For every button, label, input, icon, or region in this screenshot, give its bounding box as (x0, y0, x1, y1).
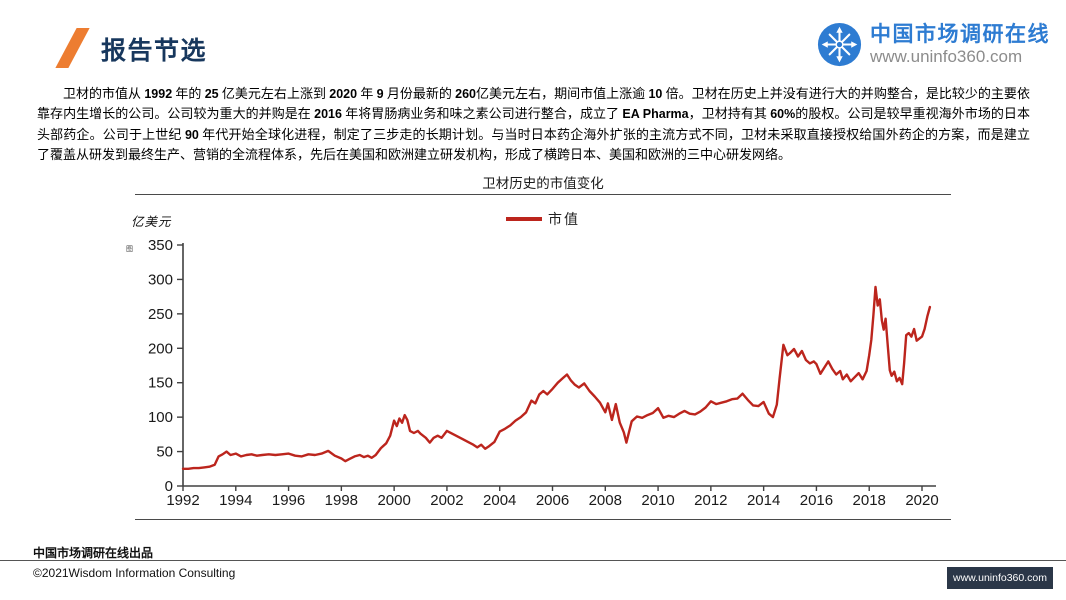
chart-top-rule (135, 194, 951, 195)
chart-bottom-rule (135, 519, 951, 520)
svg-text:100: 100 (148, 409, 173, 426)
logo-company-name: 中国市场调研在线 (870, 23, 1050, 46)
svg-text:2020: 2020 (905, 492, 938, 509)
snowflake-compass-icon (817, 22, 862, 67)
svg-text:2016: 2016 (800, 492, 833, 509)
svg-text:1992: 1992 (166, 492, 199, 509)
svg-text:250: 250 (148, 306, 173, 323)
orange-slash-icon (55, 28, 90, 68)
footer-copyright: ©2021Wisdom Information Consulting (33, 566, 236, 580)
svg-text:1998: 1998 (325, 492, 358, 509)
svg-text:0: 0 (165, 478, 173, 495)
footer-produced-by: 中国市场调研在线出品 (33, 546, 154, 560)
svg-text:1996: 1996 (272, 492, 305, 509)
chart-legend: 市值 (506, 211, 580, 228)
footer-rule (0, 560, 1066, 561)
svg-text:2002: 2002 (430, 492, 463, 509)
legend-line-swatch (506, 217, 542, 221)
svg-text:2014: 2014 (747, 492, 780, 509)
svg-text:1994: 1994 (219, 492, 252, 509)
svg-text:2000: 2000 (377, 492, 410, 509)
svg-text:2006: 2006 (536, 492, 569, 509)
svg-text:2004: 2004 (483, 492, 516, 509)
logo-text: 中国市场调研在线 www.uninfo360.com (870, 22, 1050, 66)
svg-text:2008: 2008 (589, 492, 622, 509)
report-paragraph: 卫材的市值从 1992 年的 25 亿美元左右上涨到 2020 年 9 月份最新… (37, 86, 1030, 163)
legend-label: 市值 (548, 213, 580, 228)
page-title: 报告节选 (101, 37, 208, 65)
svg-text:300: 300 (148, 271, 173, 288)
svg-text:200: 200 (148, 340, 173, 357)
y-axis-unit-label: 亿美元 (131, 215, 172, 229)
company-logo: 中国市场调研在线 www.uninfo360.com (817, 22, 1050, 67)
logo-website-link[interactable]: www.uninfo360.com (870, 47, 1023, 66)
figure-corner-mark: 图 (126, 246, 133, 253)
svg-text:350: 350 (148, 237, 173, 254)
chart-title: 卫材历史的市值变化 (482, 176, 604, 191)
svg-text:2012: 2012 (694, 492, 727, 509)
svg-text:150: 150 (148, 375, 173, 392)
footer-site-badge[interactable]: www.uninfo360.com (947, 567, 1053, 589)
svg-text:50: 50 (156, 444, 173, 461)
svg-text:2010: 2010 (641, 492, 674, 509)
svg-text:2018: 2018 (853, 492, 886, 509)
